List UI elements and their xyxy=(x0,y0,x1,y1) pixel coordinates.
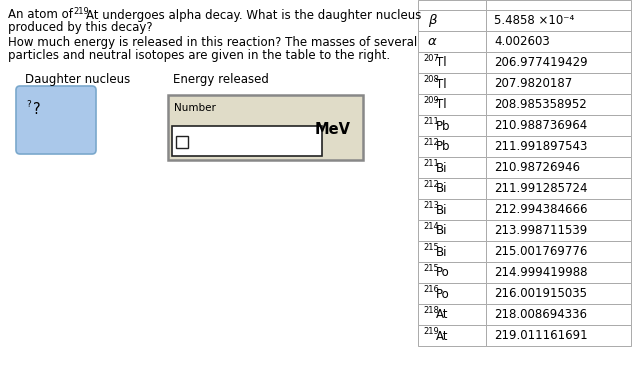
Bar xyxy=(418,220,486,241)
Text: 212.994384666: 212.994384666 xyxy=(494,203,587,216)
Text: 214: 214 xyxy=(423,222,439,231)
Bar xyxy=(486,262,631,283)
Text: Tl: Tl xyxy=(436,57,446,70)
Text: Po: Po xyxy=(436,288,449,301)
Bar xyxy=(486,178,631,199)
Text: Number: Number xyxy=(174,103,216,113)
Bar xyxy=(418,199,486,220)
Text: MeV: MeV xyxy=(315,122,351,137)
Text: 211: 211 xyxy=(423,159,439,168)
Bar xyxy=(418,283,486,304)
Bar xyxy=(486,157,631,178)
Text: 213: 213 xyxy=(423,201,439,210)
Text: 216: 216 xyxy=(423,285,439,294)
Bar xyxy=(418,136,486,157)
Bar xyxy=(486,283,631,304)
Text: At undergoes alpha decay. What is the daughter nucleus: At undergoes alpha decay. What is the da… xyxy=(86,9,422,22)
Text: Tl: Tl xyxy=(436,98,446,111)
Text: 211.991285724: 211.991285724 xyxy=(494,182,587,195)
Text: Bi: Bi xyxy=(436,162,447,174)
Text: ?: ? xyxy=(33,102,41,117)
Text: 215: 215 xyxy=(423,243,439,252)
Text: 218.008694336: 218.008694336 xyxy=(494,308,587,321)
Bar xyxy=(486,31,631,52)
Text: 213.998711539: 213.998711539 xyxy=(494,224,587,237)
Text: 207.9820187: 207.9820187 xyxy=(494,77,572,90)
Text: 5.4858 ×10⁻⁴: 5.4858 ×10⁻⁴ xyxy=(494,14,574,27)
Bar xyxy=(486,199,631,220)
Text: Daughter nucleus: Daughter nucleus xyxy=(25,73,130,86)
Bar xyxy=(418,0,486,10)
Bar xyxy=(418,325,486,346)
Text: β: β xyxy=(428,14,437,27)
Text: 207: 207 xyxy=(423,54,439,63)
Text: 208: 208 xyxy=(423,75,439,84)
Text: Bi: Bi xyxy=(436,204,447,217)
Bar xyxy=(418,304,486,325)
Text: 216.001915035: 216.001915035 xyxy=(494,287,587,300)
Text: 219: 219 xyxy=(73,7,89,16)
Text: 210.988736964: 210.988736964 xyxy=(494,119,587,132)
Bar xyxy=(486,325,631,346)
Bar xyxy=(418,115,486,136)
Bar xyxy=(172,126,322,156)
Bar xyxy=(168,95,363,160)
Text: Pb: Pb xyxy=(436,119,450,133)
Text: ?: ? xyxy=(26,100,31,109)
Text: produced by this decay?: produced by this decay? xyxy=(8,21,153,34)
Text: Bi: Bi xyxy=(436,225,447,238)
Bar xyxy=(486,73,631,94)
Bar xyxy=(418,73,486,94)
Text: Po: Po xyxy=(436,266,449,280)
Bar xyxy=(486,220,631,241)
Bar xyxy=(418,10,486,31)
Text: Pb: Pb xyxy=(436,141,450,154)
Bar xyxy=(418,178,486,199)
Bar xyxy=(486,241,631,262)
Text: 212: 212 xyxy=(423,180,439,189)
Text: 210.98726946: 210.98726946 xyxy=(494,161,580,174)
Text: Energy released: Energy released xyxy=(173,73,269,86)
Text: 218: 218 xyxy=(423,306,439,315)
Text: α: α xyxy=(428,35,437,48)
Text: 214.999419988: 214.999419988 xyxy=(494,266,587,279)
FancyBboxPatch shape xyxy=(16,86,96,154)
Bar xyxy=(486,0,631,10)
Bar xyxy=(486,136,631,157)
Text: 208.985358952: 208.985358952 xyxy=(494,98,587,111)
Bar xyxy=(418,241,486,262)
Text: 215: 215 xyxy=(423,264,439,273)
Bar xyxy=(418,31,486,52)
Bar xyxy=(418,262,486,283)
Text: 219.011161691: 219.011161691 xyxy=(494,329,587,342)
Bar xyxy=(486,94,631,115)
Text: 206.977419429: 206.977419429 xyxy=(494,56,587,69)
Text: At: At xyxy=(436,329,448,342)
Bar xyxy=(418,157,486,178)
Text: 211: 211 xyxy=(423,117,439,126)
Text: 219: 219 xyxy=(423,327,439,336)
Text: An atom of: An atom of xyxy=(8,8,77,21)
Bar xyxy=(486,304,631,325)
Text: particles and neutral isotopes are given in the table to the right.: particles and neutral isotopes are given… xyxy=(8,49,390,62)
Text: 212: 212 xyxy=(423,138,439,147)
Text: Tl: Tl xyxy=(436,78,446,90)
Text: Bi: Bi xyxy=(436,245,447,258)
Text: Bi: Bi xyxy=(436,182,447,195)
Text: 215.001769776: 215.001769776 xyxy=(494,245,587,258)
Bar xyxy=(486,115,631,136)
Text: How much energy is released in this reaction? The masses of several: How much energy is released in this reac… xyxy=(8,36,417,49)
Bar xyxy=(486,10,631,31)
Bar xyxy=(486,52,631,73)
Bar xyxy=(418,52,486,73)
Text: 209: 209 xyxy=(423,96,439,105)
Text: At: At xyxy=(436,309,448,321)
Text: 211.991897543: 211.991897543 xyxy=(494,140,587,153)
Text: 4.002603: 4.002603 xyxy=(494,35,549,48)
Bar xyxy=(418,94,486,115)
Bar xyxy=(176,136,188,148)
